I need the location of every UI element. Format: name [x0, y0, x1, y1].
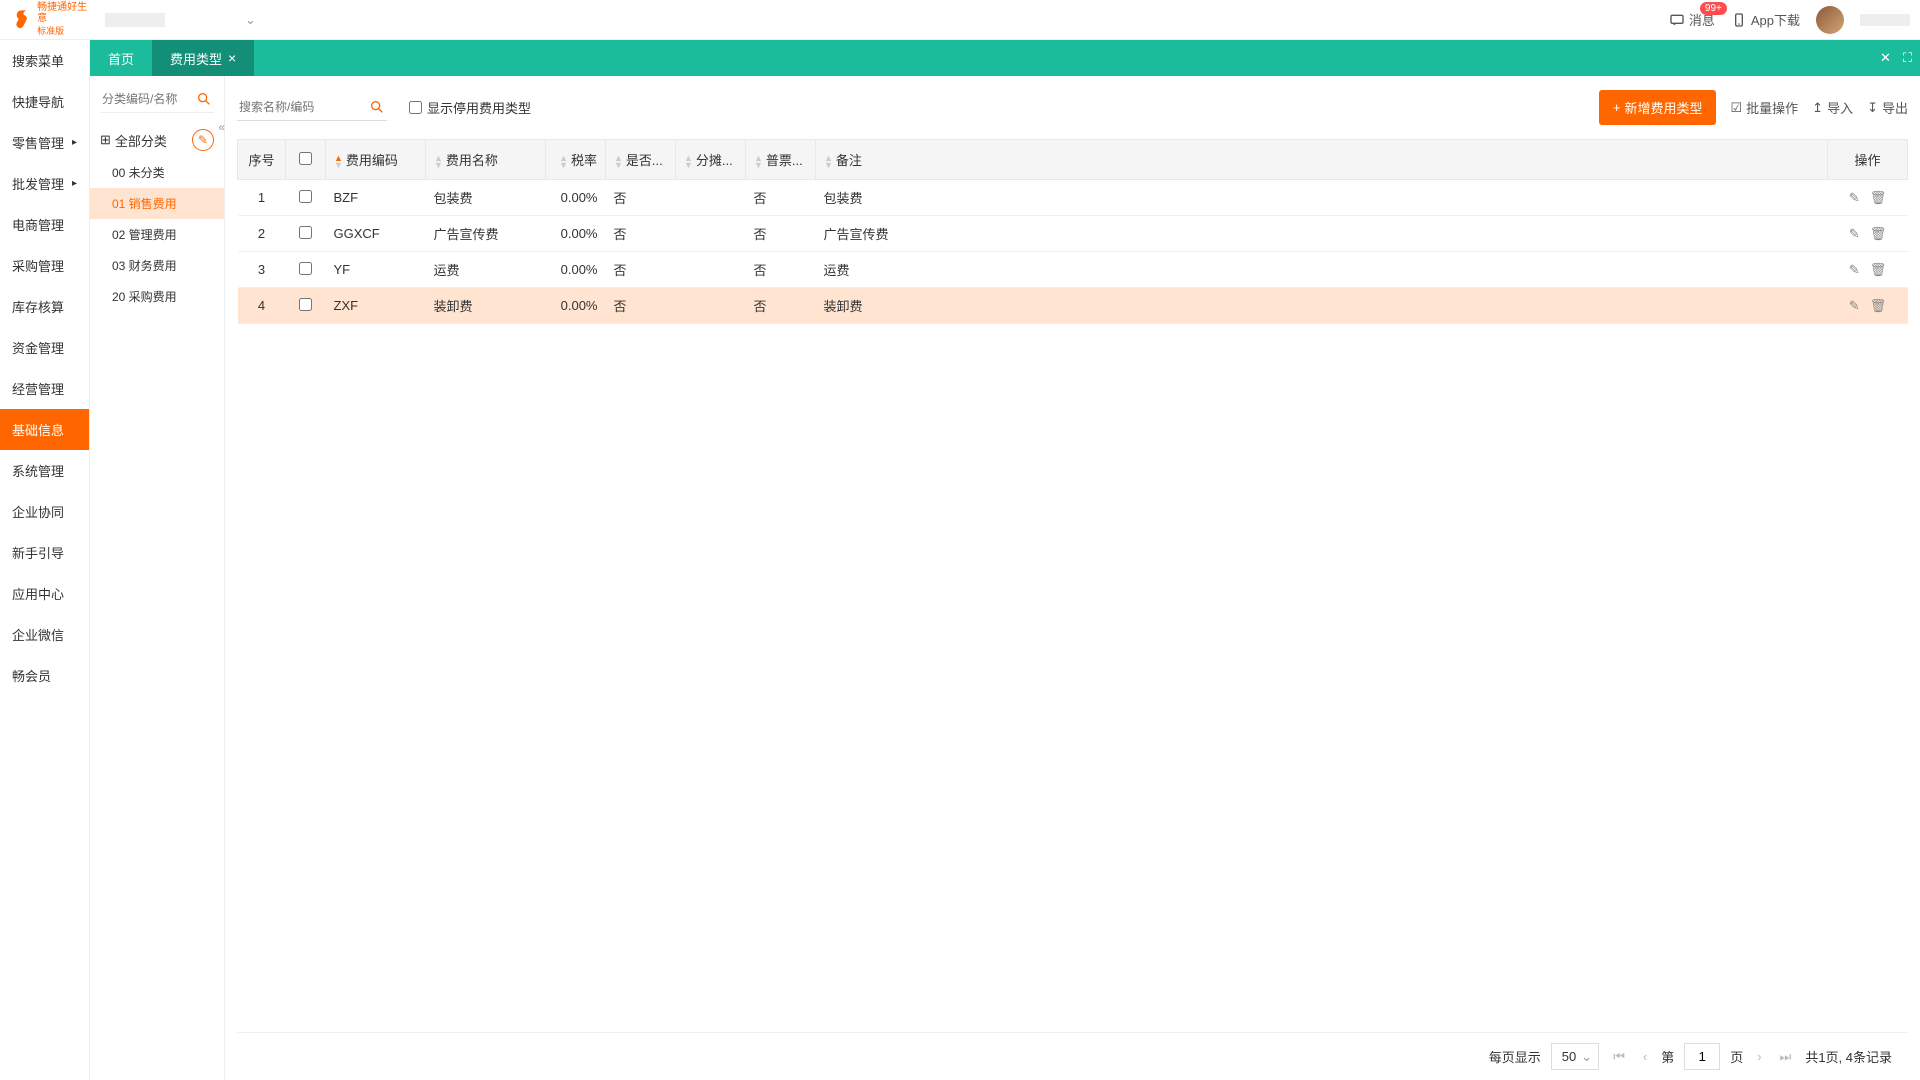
sidebar-item-2[interactable]: 零售管理▸ — [0, 122, 89, 163]
col-header-rate[interactable]: ▲▼税率 — [546, 140, 606, 180]
pagination: 每页显示 50 ⌄ ⏮ ‹ 第 页 › ⏭ 共1页, 4条记录 — [237, 1032, 1908, 1080]
logo-text: 畅捷通好生意 — [37, 2, 95, 24]
category-item-4[interactable]: 20 采购费用 — [90, 281, 224, 312]
col-header-index[interactable]: 序号 — [238, 140, 286, 180]
search-input[interactable] — [237, 94, 387, 121]
col-header-name[interactable]: ▲▼费用名称 — [426, 140, 546, 180]
row-checkbox[interactable] — [299, 262, 312, 275]
col-header-code[interactable]: ▲▼费用编码 — [326, 140, 426, 180]
category-item-1[interactable]: 01 销售费用 — [90, 188, 224, 219]
tab-close-icon[interactable]: × — [228, 50, 236, 66]
table-row[interactable]: 3 YF 运费 0.00% 否 否 运费 ✎🗑 — [238, 252, 1908, 288]
row-checkbox[interactable] — [299, 226, 312, 239]
app-download-button[interactable]: App下载 — [1731, 10, 1800, 29]
tab-1[interactable]: 费用类型× — [152, 40, 254, 76]
top-header: 畅捷通好生意 标准版 ⌄ 消息 99+ App下载 — [0, 0, 1920, 40]
sidebar-item-12[interactable]: 新手引导 — [0, 532, 89, 573]
category-panel: « ⊞ 全部分类 ✎ 00 未分类01 销售费用02 管理费用03 财务费用20… — [90, 76, 225, 1080]
last-page-button[interactable]: ⏭ — [1776, 1049, 1796, 1065]
batch-icon: ☑ — [1730, 100, 1742, 116]
plus-icon: + — [1613, 100, 1621, 115]
sidebar: 搜索菜单快捷导航零售管理▸批发管理▸电商管理采购管理库存核算资金管理经营管理基础… — [0, 40, 90, 1080]
toolbar: 显示停用费用类型 + 新增费用类型 ☑ 批量操作 ↥ 导入 — [225, 76, 1920, 139]
export-button[interactable]: ↧ 导出 — [1867, 98, 1908, 117]
sidebar-item-4[interactable]: 电商管理 — [0, 204, 89, 245]
table-row[interactable]: 2 GGXCF 广告宣传费 0.00% 否 否 广告宣传费 ✎🗑 — [238, 216, 1908, 252]
edit-icon[interactable]: ✎ — [1849, 262, 1860, 278]
search-icon[interactable] — [196, 90, 212, 107]
search-icon[interactable] — [369, 98, 385, 115]
delete-icon[interactable]: 🗑 — [1870, 226, 1887, 242]
row-checkbox[interactable] — [299, 190, 312, 203]
edit-icon[interactable]: ✎ — [1849, 190, 1860, 206]
edit-icon[interactable]: ✎ — [1849, 298, 1860, 314]
username[interactable] — [1860, 14, 1910, 26]
logo: 畅捷通好生意 标准版 — [10, 2, 95, 37]
sidebar-item-5[interactable]: 采购管理 — [0, 245, 89, 286]
import-button[interactable]: ↥ 导入 — [1812, 98, 1853, 117]
fullscreen-icon[interactable]: ⛶ — [1903, 50, 1912, 66]
delete-icon[interactable]: 🗑 — [1870, 298, 1887, 314]
chevron-down-icon: ⌄ — [1581, 1049, 1592, 1065]
show-disabled-checkbox[interactable]: 显示停用费用类型 — [409, 98, 531, 117]
category-item-2[interactable]: 02 管理费用 — [90, 219, 224, 250]
logo-subtitle: 标准版 — [37, 24, 95, 37]
sidebar-item-10[interactable]: 系统管理 — [0, 450, 89, 491]
chevron-down-icon: ⌄ — [245, 12, 256, 28]
export-icon: ↧ — [1867, 100, 1878, 116]
next-page-button[interactable]: › — [1753, 1049, 1765, 1064]
col-header-remark[interactable]: ▲▼备注 — [816, 140, 1828, 180]
message-icon — [1669, 12, 1685, 28]
tabs-bar: 首页费用类型× ✕ ⛶ — [90, 40, 1920, 76]
table-row[interactable]: 4 ZXF 装卸费 0.00% 否 否 装卸费 ✎🗑 — [238, 288, 1908, 324]
col-header-share[interactable]: ▲▼分摊... — [676, 140, 746, 180]
expand-icon: ▸ — [72, 178, 77, 189]
sidebar-item-13[interactable]: 应用中心 — [0, 573, 89, 614]
sidebar-item-1[interactable]: 快捷导航 — [0, 81, 89, 122]
category-header[interactable]: ⊞ 全部分类 ✎ — [90, 123, 224, 157]
category-item-3[interactable]: 03 财务费用 — [90, 250, 224, 281]
logo-icon — [10, 8, 33, 32]
sidebar-item-6[interactable]: 库存核算 — [0, 286, 89, 327]
col-header-checkbox[interactable] — [286, 140, 326, 180]
close-tab-icon[interactable]: ✕ — [1880, 50, 1891, 66]
download-icon — [1731, 12, 1747, 28]
category-root-icon: ⊞ — [100, 132, 111, 148]
col-header-op: 操作 — [1828, 140, 1908, 180]
import-icon: ↥ — [1812, 100, 1823, 116]
shop-selector[interactable]: ⌄ — [105, 12, 256, 28]
sidebar-item-15[interactable]: 畅会员 — [0, 655, 89, 696]
prev-page-button[interactable]: ‹ — [1639, 1049, 1651, 1064]
col-header-invoice[interactable]: ▲▼普票... — [746, 140, 816, 180]
edit-category-button[interactable]: ✎ — [192, 129, 214, 151]
avatar[interactable] — [1816, 6, 1844, 34]
delete-icon[interactable]: 🗑 — [1870, 190, 1887, 206]
sidebar-item-3[interactable]: 批发管理▸ — [0, 163, 89, 204]
first-page-button[interactable]: ⏮ — [1609, 1049, 1629, 1065]
delete-icon[interactable]: 🗑 — [1870, 262, 1887, 278]
table-row[interactable]: 1 BZF 包装费 0.00% 否 否 包装费 ✎🗑 — [238, 180, 1908, 216]
sidebar-item-14[interactable]: 企业微信 — [0, 614, 89, 655]
messages-badge: 99+ — [1700, 2, 1727, 15]
sidebar-item-0[interactable]: 搜索菜单 — [0, 40, 89, 81]
sidebar-item-11[interactable]: 企业协同 — [0, 491, 89, 532]
messages-button[interactable]: 消息 99+ — [1669, 10, 1715, 29]
sidebar-item-9[interactable]: 基础信息 — [0, 409, 89, 450]
row-checkbox[interactable] — [299, 298, 312, 311]
data-table: 序号 ▲▼费用编码 ▲▼费用名称 ▲▼税率 ▲▼是否... ▲▼分摊... ▲▼… — [237, 139, 1908, 324]
page-size-select[interactable]: 50 ⌄ — [1551, 1043, 1599, 1070]
category-item-0[interactable]: 00 未分类 — [90, 157, 224, 188]
pagination-total: 共1页, 4条记录 — [1805, 1047, 1892, 1066]
expand-icon: ▸ — [72, 137, 77, 148]
tab-0[interactable]: 首页 — [90, 40, 152, 76]
edit-icon[interactable]: ✎ — [1849, 226, 1860, 242]
collapse-panel-icon[interactable]: « — [218, 120, 225, 134]
col-header-iswhat[interactable]: ▲▼是否... — [606, 140, 676, 180]
sidebar-item-7[interactable]: 资金管理 — [0, 327, 89, 368]
page-input[interactable] — [1684, 1043, 1720, 1070]
new-button[interactable]: + 新增费用类型 — [1599, 90, 1717, 125]
batch-button[interactable]: ☑ 批量操作 — [1730, 98, 1798, 117]
sidebar-item-8[interactable]: 经营管理 — [0, 368, 89, 409]
